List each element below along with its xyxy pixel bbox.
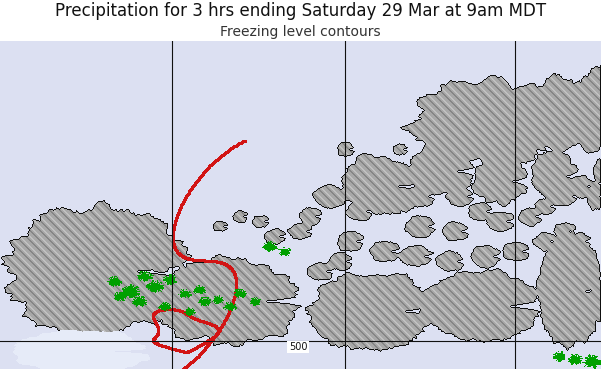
Text: Freezing level contours: Freezing level contours	[220, 25, 381, 39]
Text: 500: 500	[288, 342, 307, 352]
Text: Precipitation for 3 hrs ending Saturday 29 Mar at 9am MDT: Precipitation for 3 hrs ending Saturday …	[55, 3, 546, 21]
